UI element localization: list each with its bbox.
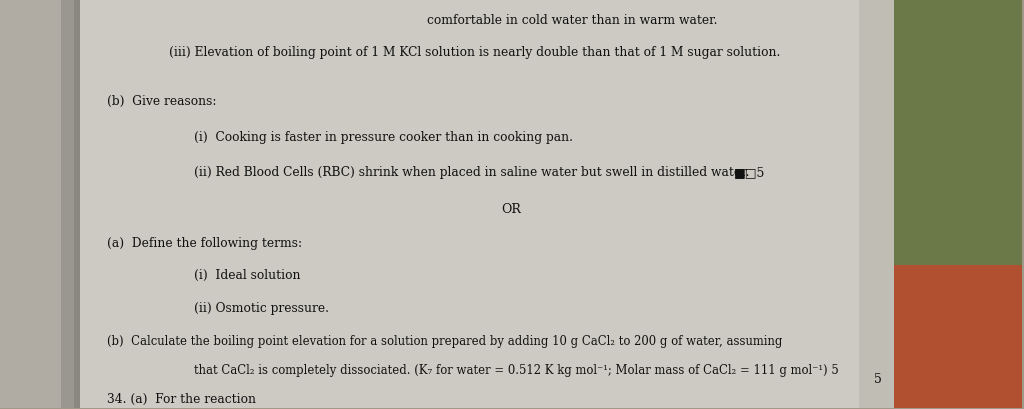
- Text: comfortable in cold water than in warm water.: comfortable in cold water than in warm w…: [427, 14, 718, 27]
- Polygon shape: [77, 0, 858, 408]
- Text: (ii) Osmotic pressure.: (ii) Osmotic pressure.: [195, 302, 329, 315]
- Polygon shape: [894, 0, 1022, 265]
- Text: (ii) Red Blood Cells (RBC) shrink when placed in saline water but swell in disti: (ii) Red Blood Cells (RBC) shrink when p…: [195, 166, 750, 180]
- Text: (a)  Define the following terms:: (a) Define the following terms:: [108, 237, 302, 249]
- Text: 5: 5: [873, 373, 882, 386]
- Polygon shape: [858, 0, 894, 408]
- Text: (iii) Elevation of boiling point of 1 M KCl solution is nearly double than that : (iii) Elevation of boiling point of 1 M …: [169, 46, 780, 59]
- Text: (b)  Give reasons:: (b) Give reasons:: [108, 94, 217, 108]
- Polygon shape: [0, 0, 61, 408]
- Text: OR: OR: [501, 203, 521, 216]
- Text: ■□5: ■□5: [734, 166, 765, 180]
- Text: 34. (a)  For the reaction: 34. (a) For the reaction: [108, 393, 256, 405]
- Polygon shape: [61, 0, 77, 408]
- Text: (i)  Ideal solution: (i) Ideal solution: [195, 269, 301, 282]
- Polygon shape: [74, 0, 80, 408]
- Text: (b)  Calculate the boiling point elevation for a solution prepared by adding 10 : (b) Calculate the boiling point elevatio…: [108, 335, 782, 348]
- Polygon shape: [894, 265, 1022, 408]
- Text: (i)  Cooking is faster in pressure cooker than in cooking pan.: (i) Cooking is faster in pressure cooker…: [195, 131, 573, 144]
- Text: that CaCl₂ is completely dissociated. (K₇ for water = 0.512 K kg mol⁻¹; Molar ma: that CaCl₂ is completely dissociated. (K…: [195, 364, 839, 377]
